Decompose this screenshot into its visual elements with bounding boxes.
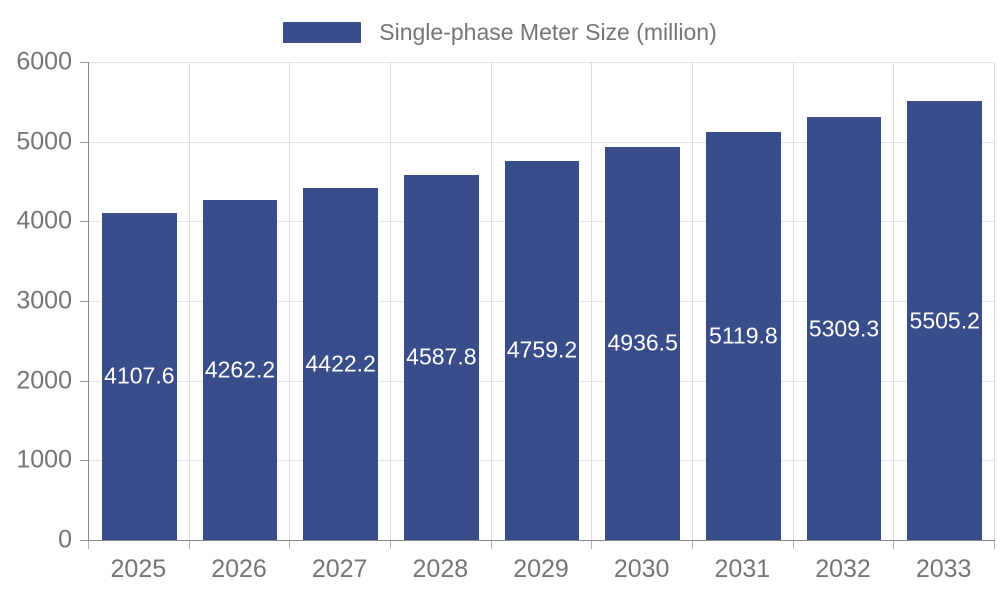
legend-item[interactable]: Single-phase Meter Size (million) <box>0 21 1000 44</box>
bar-slot: 4107.6 <box>89 62 190 540</box>
bar-slot: 5309.3 <box>794 62 895 540</box>
bar-2030[interactable]: 4936.5 <box>605 146 680 540</box>
bar-2027[interactable]: 4422.2 <box>303 187 378 540</box>
v-gridline <box>893 62 895 540</box>
bar-2025[interactable]: 4107.6 <box>102 212 177 540</box>
v-gridline <box>692 62 693 540</box>
x-axis-label: 2033 <box>915 555 972 583</box>
y-axis-tick <box>80 62 88 63</box>
bar-2031[interactable]: 5119.8 <box>706 132 781 540</box>
bar-value-label: 4759.2 <box>506 336 578 363</box>
y-axis-tick <box>80 380 88 382</box>
bar-slot: 4262.2 <box>190 62 291 540</box>
v-gridline <box>994 62 995 540</box>
x-axis-label: 2032 <box>815 555 871 583</box>
x-axis-label: 2030 <box>613 555 670 583</box>
bar-2032[interactable]: 5309.3 <box>806 117 882 540</box>
x-axis-tick <box>88 541 89 549</box>
plot-area: 4107.6 4262.2 4422.2 4587.8 4759.2 4936.5 5119… <box>88 62 995 541</box>
legend-label: Single-phase Meter Size (million) <box>379 19 717 45</box>
x-axis-tick <box>792 541 794 549</box>
y-axis-label: 4000 <box>16 206 72 235</box>
x-axis-tick <box>289 541 291 549</box>
y-axis-label: 3000 <box>16 286 72 315</box>
x-axis-label: 2029 <box>513 555 569 583</box>
h-gridline <box>89 141 995 143</box>
x-axis-tick <box>994 541 995 549</box>
bar-series: 4107.6 4262.2 4422.2 4587.8 4759.2 4936.5 5119… <box>89 62 995 540</box>
bar-slot: 5505.2 <box>894 62 995 540</box>
x-axis-tick <box>188 541 190 549</box>
bar-value-label: 4262.2 <box>204 356 276 383</box>
bar-2028[interactable]: 4587.8 <box>404 174 479 540</box>
legend-swatch <box>283 22 362 43</box>
bar-value-label: 5505.2 <box>909 307 980 334</box>
y-axis-label: 0 <box>58 525 72 554</box>
y-axis-label: 1000 <box>16 445 72 474</box>
y-axis-label: 6000 <box>16 47 72 76</box>
y-axis-label: 2000 <box>16 366 72 395</box>
y-axis-tick <box>80 460 88 462</box>
v-gridline <box>591 62 593 540</box>
y-axis-tick <box>80 141 88 143</box>
x-axis-tick <box>692 541 693 549</box>
bar-value-label: 5309.3 <box>808 315 880 342</box>
bar-slot: 4936.5 <box>592 62 693 540</box>
x-axis-tick <box>390 541 391 549</box>
x-axis-tick <box>490 541 492 549</box>
bar-slot: 4587.8 <box>391 62 492 540</box>
bar-value-label: 5119.8 <box>709 322 778 349</box>
v-gridline <box>792 62 794 540</box>
y-axis-tick <box>80 221 88 223</box>
bar-slot: 4759.2 <box>492 62 593 540</box>
bar-2029[interactable]: 4759.2 <box>504 160 580 540</box>
bar-value-label: 4422.2 <box>305 350 376 377</box>
x-axis-label: 2027 <box>311 555 368 583</box>
bar-2026[interactable]: 4262.2 <box>202 200 278 540</box>
bar-slot: 5119.8 <box>693 62 794 540</box>
bar-value-label: 4107.6 <box>104 362 175 389</box>
v-gridline <box>390 62 391 540</box>
y-axis-label: 5000 <box>16 127 72 156</box>
v-gridline <box>490 62 492 540</box>
x-axis-label: 2025 <box>110 555 167 583</box>
y-axis-tick <box>80 540 88 541</box>
y-axis-tick <box>80 301 88 302</box>
x-axis-label: 2028 <box>412 555 469 583</box>
x-axis-tick <box>591 541 593 549</box>
bar-value-label: 4587.8 <box>406 343 477 370</box>
v-gridline <box>188 62 190 540</box>
x-axis-label: 2026 <box>211 555 267 583</box>
v-gridline <box>289 62 291 540</box>
h-gridline <box>89 62 995 63</box>
bar-value-label: 4936.5 <box>607 329 678 356</box>
x-axis-tick <box>893 541 895 549</box>
bar-2033[interactable]: 5505.2 <box>907 101 982 540</box>
x-axis-label: 2031 <box>714 555 771 583</box>
bar-slot: 4422.2 <box>290 62 391 540</box>
